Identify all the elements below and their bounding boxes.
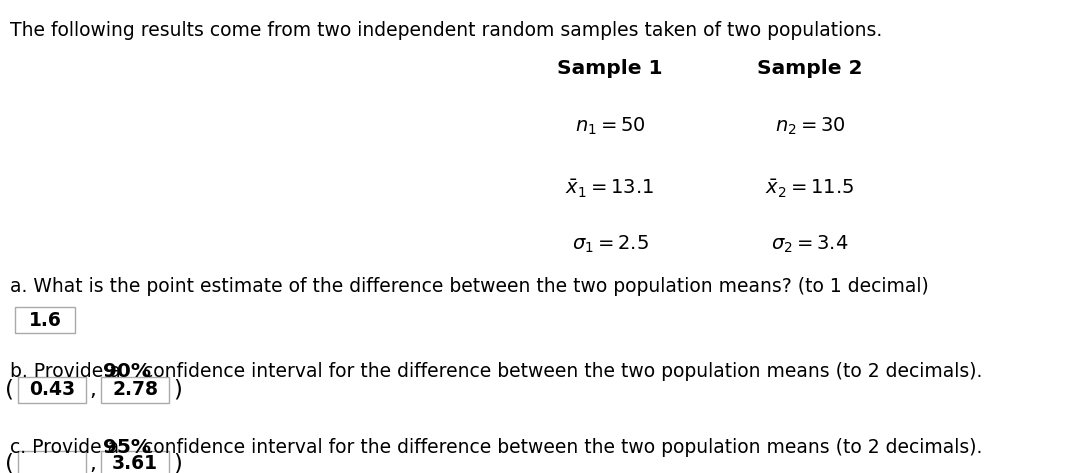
Bar xyxy=(18,377,86,403)
Text: ,: , xyxy=(89,380,95,400)
Text: $\sigma_1 = 2.5$: $\sigma_1 = 2.5$ xyxy=(572,234,649,255)
Text: $n_1 = 50$: $n_1 = 50$ xyxy=(575,116,646,137)
Text: ): ) xyxy=(173,452,182,473)
Text: $\bar{x}_2 = 11.5$: $\bar{x}_2 = 11.5$ xyxy=(765,177,855,200)
Text: confidence interval for the difference between the two population means (to 2 de: confidence interval for the difference b… xyxy=(137,438,982,456)
Text: $\bar{x}_1 = 13.1$: $\bar{x}_1 = 13.1$ xyxy=(565,177,654,200)
Text: 2.78: 2.78 xyxy=(112,380,158,400)
Text: ,: , xyxy=(89,454,95,473)
Text: The following results come from two independent random samples taken of two popu: The following results come from two inde… xyxy=(10,21,882,40)
Text: confidence interval for the difference between the two population means (to 2 de: confidence interval for the difference b… xyxy=(137,362,982,381)
Text: $\sigma_2 = 3.4$: $\sigma_2 = 3.4$ xyxy=(771,234,848,255)
Text: Sample 1: Sample 1 xyxy=(558,59,663,78)
Text: $n_2 = 30$: $n_2 = 30$ xyxy=(775,116,845,137)
Bar xyxy=(101,451,169,473)
Text: (: ( xyxy=(5,378,14,402)
Text: 3.61: 3.61 xyxy=(112,454,158,473)
Text: a. What is the point estimate of the difference between the two population means: a. What is the point estimate of the dif… xyxy=(10,277,929,296)
Text: 1.6: 1.6 xyxy=(28,311,62,330)
Text: b. Provide a: b. Provide a xyxy=(10,362,127,381)
Text: 0.43: 0.43 xyxy=(29,380,75,400)
Bar xyxy=(18,451,86,473)
Text: c. Provide a: c. Provide a xyxy=(10,438,125,456)
Bar xyxy=(101,377,169,403)
Text: Sample 2: Sample 2 xyxy=(757,59,863,78)
Text: (: ( xyxy=(5,452,14,473)
Text: 95%: 95% xyxy=(103,438,151,456)
Text: ): ) xyxy=(173,378,182,402)
Text: 90%: 90% xyxy=(103,362,151,381)
Bar xyxy=(15,307,75,333)
